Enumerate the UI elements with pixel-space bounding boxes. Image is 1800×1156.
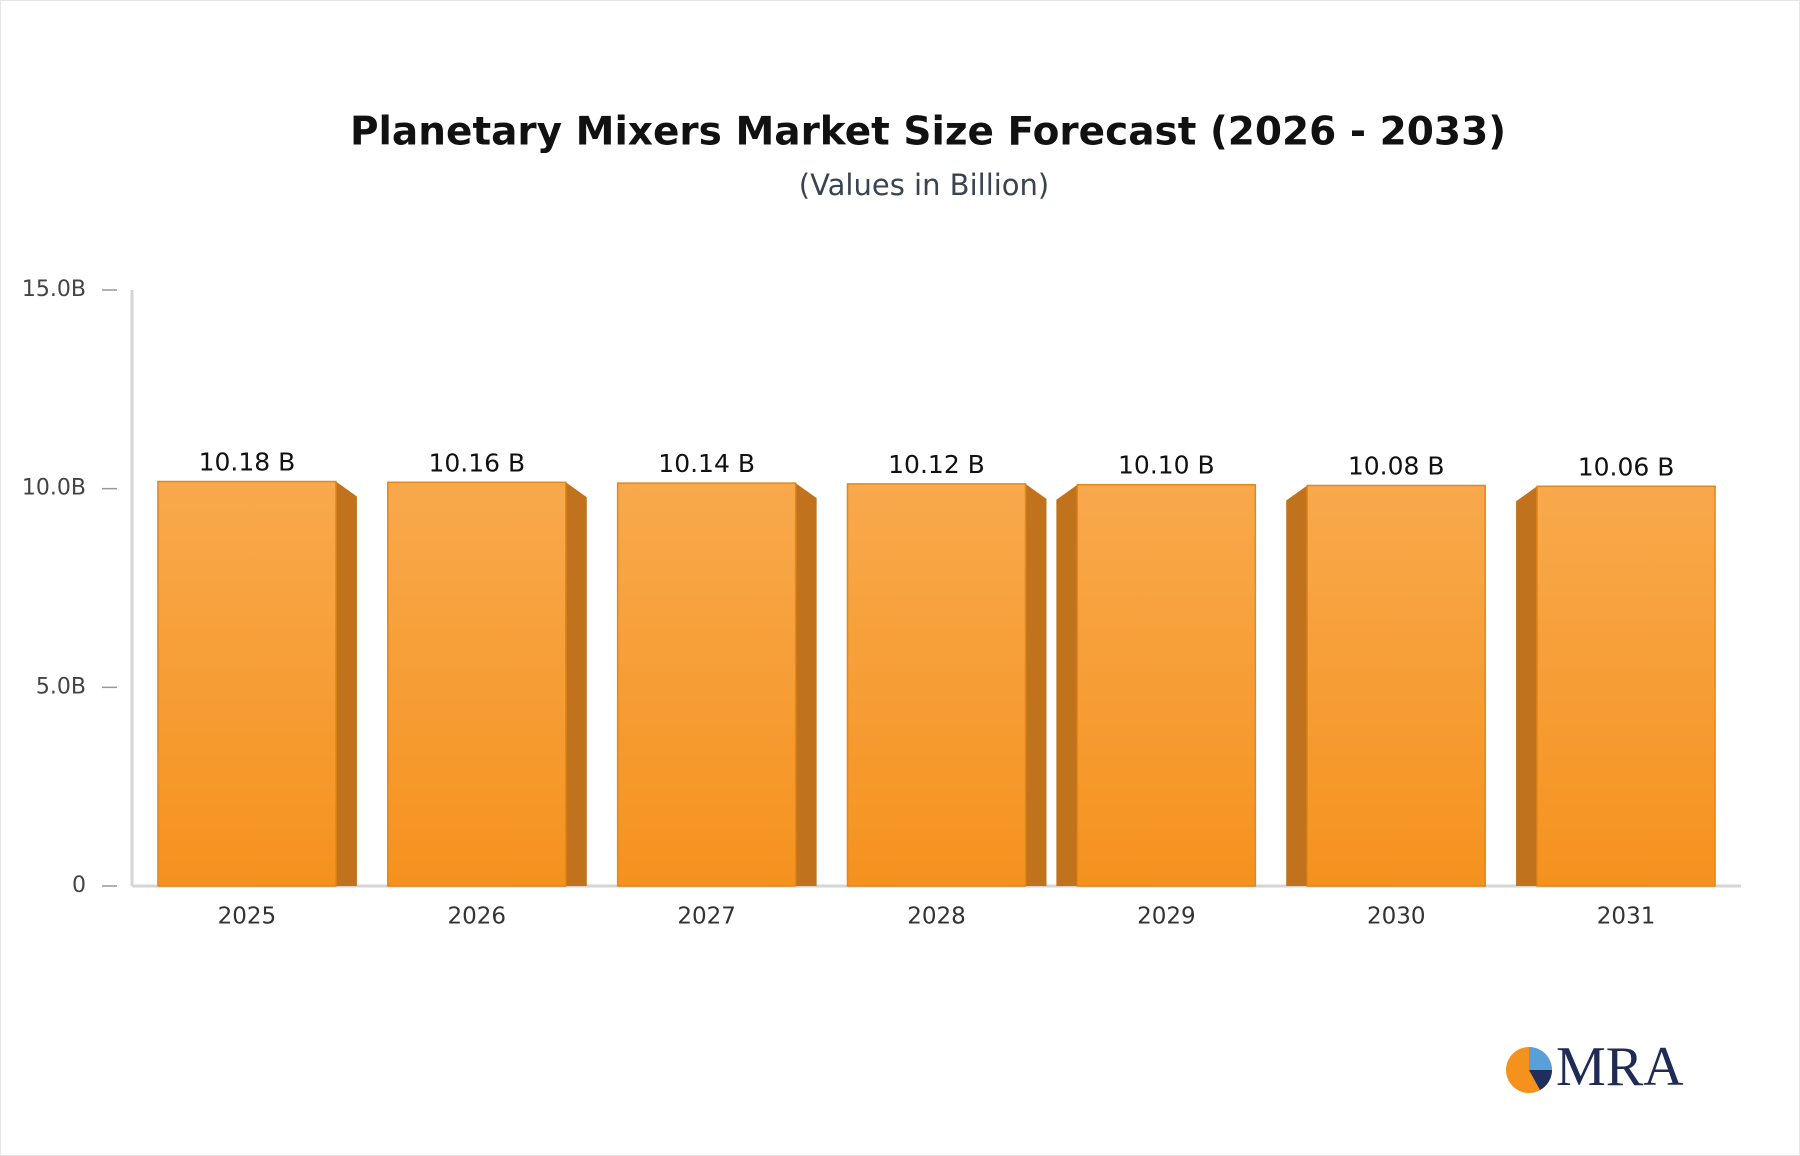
bar-side — [795, 483, 817, 886]
value-label: 10.14 B — [658, 449, 755, 478]
bar — [1536, 485, 1716, 887]
bar — [157, 480, 337, 887]
bar — [1306, 484, 1486, 887]
logo-wedge — [1529, 1070, 1552, 1090]
value-label: 10.16 B — [428, 448, 525, 477]
bar — [846, 483, 1027, 887]
x-tick-label: 2027 — [677, 904, 736, 930]
value-label: 10.12 B — [888, 450, 985, 479]
x-tick-label: 2026 — [448, 904, 507, 930]
chart-title: Planetary Mixers Market Size Forecast (2… — [350, 110, 1506, 155]
x-tick-label: 2030 — [1367, 904, 1426, 930]
logo: MRA — [1506, 1036, 1684, 1098]
bar — [616, 482, 797, 887]
bar — [387, 481, 567, 887]
bar-side — [1516, 486, 1538, 886]
bar-side — [1056, 484, 1078, 886]
y-tick-label: 10.0B — [22, 476, 86, 501]
value-label: 10.08 B — [1348, 451, 1445, 480]
x-tick-label: 2028 — [907, 904, 966, 930]
bar-side — [1286, 485, 1308, 886]
value-label: 10.18 B — [199, 448, 296, 477]
logo-text: MRA — [1556, 1036, 1684, 1098]
logo-wedge — [1529, 1047, 1552, 1070]
x-tick-label: 2031 — [1597, 904, 1656, 930]
x-tick-label: 2029 — [1137, 904, 1196, 930]
y-tick-label: 15.0B — [22, 277, 86, 302]
bar-side — [565, 482, 587, 886]
x-tick-label: 2025 — [218, 904, 277, 930]
bar-side — [1025, 483, 1047, 886]
bar-side — [335, 481, 357, 886]
chart-subtitle: (Values in Billion) — [799, 168, 1050, 202]
value-label: 10.06 B — [1578, 452, 1675, 481]
bar — [1076, 483, 1257, 887]
y-tick-label: 5.0B — [36, 674, 86, 699]
value-label: 10.10 B — [1118, 451, 1215, 480]
y-tick-label: 0 — [72, 873, 86, 898]
